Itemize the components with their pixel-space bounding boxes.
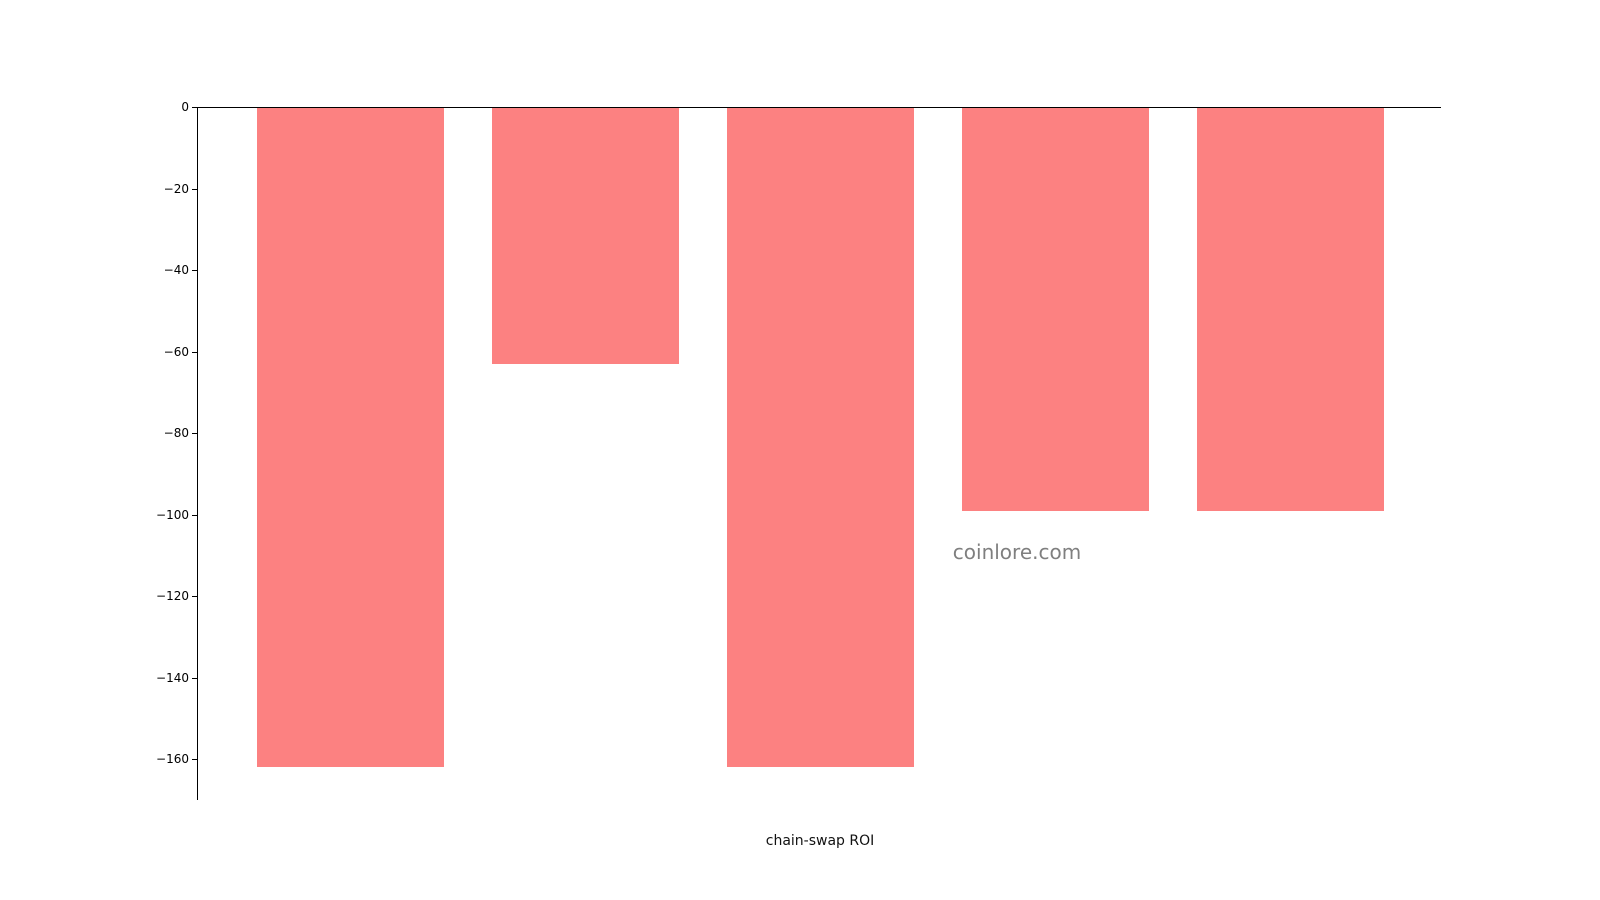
- y-tick-mark: [192, 351, 197, 353]
- y-tick-label: −40: [163, 263, 189, 278]
- y-tick-label: −60: [163, 344, 189, 359]
- y-tick-mark: [192, 759, 197, 761]
- y-tick-mark: [192, 677, 197, 679]
- bar-4: [961, 107, 1149, 511]
- x-axis-label: chain-swap ROI: [765, 833, 875, 849]
- y-tick-label: 0: [181, 100, 189, 114]
- y-tick-mark: [192, 107, 197, 108]
- y-tick-mark: [192, 188, 197, 190]
- y-tick-mark: [192, 596, 197, 598]
- watermark-text: coinlore.com: [952, 540, 1082, 564]
- zero-baseline: [197, 107, 1441, 108]
- y-axis-spine: [197, 107, 198, 800]
- y-tick-label: −140: [156, 670, 189, 685]
- bar-2: [491, 107, 679, 364]
- y-tick-label: −20: [163, 181, 189, 196]
- y-tick-mark: [192, 433, 197, 435]
- y-tick-mark: [192, 514, 197, 516]
- y-tick-label: −120: [156, 589, 189, 604]
- bar-3: [726, 107, 914, 768]
- bar-5: [1196, 107, 1384, 511]
- y-tick-label: −160: [156, 752, 189, 767]
- plot-area: coinlore.com: [197, 107, 1441, 800]
- y-tick-label: −100: [156, 507, 189, 522]
- bar-1: [256, 107, 444, 768]
- y-tick-mark: [192, 270, 197, 272]
- y-tick-label: −80: [163, 426, 189, 441]
